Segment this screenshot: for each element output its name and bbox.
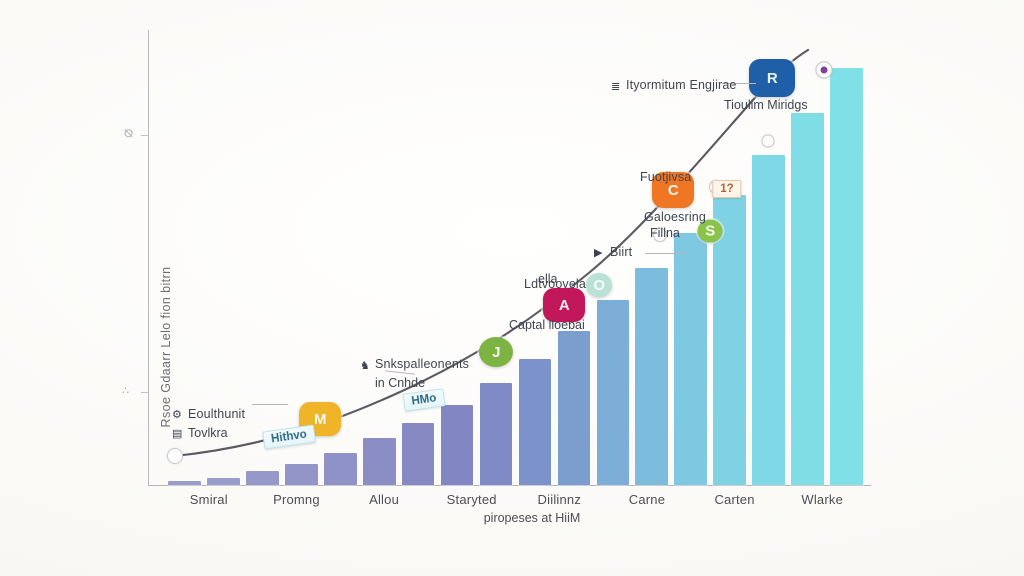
curve-node-mid-3[interactable]	[653, 228, 667, 242]
bar[interactable]	[752, 154, 785, 485]
curve-node-end-dot	[820, 66, 828, 74]
annotation-2-sublabel: in Cnhde	[375, 376, 426, 390]
x-axis-tick-label: Promng	[273, 492, 320, 507]
badge-green-icon[interactable]: J	[479, 337, 513, 367]
x-axis-line	[148, 485, 871, 486]
chess-knight-icon: ♞	[360, 360, 370, 372]
leader-line-2	[385, 370, 415, 375]
annotation-7-sublabel: Tioulim Miridgs	[724, 98, 808, 112]
annotation-3-sublabel: Captal lloebai	[509, 318, 585, 332]
x-axis-tick-label: Diilinnz	[537, 492, 582, 507]
x-axis-tick-label: Staryted	[446, 492, 497, 507]
badge-letter: S	[705, 222, 715, 240]
bar[interactable]	[362, 438, 396, 485]
annotation-6-label: Fuotjivsa	[640, 170, 692, 184]
bar[interactable]	[518, 359, 552, 485]
bar[interactable]	[557, 330, 591, 485]
badge-blue-icon[interactable]: R	[749, 59, 795, 97]
y-axis-line	[148, 30, 149, 485]
y-axis-tick	[141, 392, 149, 393]
lines-icon: ≣	[611, 81, 621, 93]
bar[interactable]	[635, 268, 669, 485]
y-axis-tick	[141, 135, 149, 136]
x-axis-tick-label: Carne	[628, 492, 666, 507]
y-axis-bottom-glyph: ∴	[122, 385, 129, 397]
bar[interactable]	[246, 471, 279, 485]
badge-letter: O	[593, 276, 605, 294]
x-axis-tick-label: Allou	[369, 492, 400, 507]
annotation-1-label: Eoulthunit	[188, 407, 246, 421]
bar[interactable]	[674, 233, 708, 485]
annotation-4-label: Biirt	[610, 245, 633, 259]
bar[interactable]	[168, 480, 201, 485]
curve-node-mid-5[interactable]	[761, 134, 775, 148]
bar[interactable]	[207, 477, 240, 485]
bar[interactable]	[284, 463, 318, 485]
y-axis-label-container: Rsoe Gdaarr Lelo fion bitrn	[118, 120, 173, 450]
annotation-4-sublabel: ella	[538, 272, 558, 286]
bar[interactable]	[791, 112, 824, 485]
badge-letter: A	[558, 296, 570, 314]
x-axis-tick-label: Wlarke	[801, 492, 844, 507]
stack-icon: ▤	[172, 428, 183, 440]
play-icon: ▶	[594, 247, 603, 259]
annotation-7-label: Ityormitum Engjirae	[626, 78, 737, 92]
curve-node-start[interactable]	[167, 448, 183, 464]
annotation-1-sublabel: Tovlkra	[188, 426, 228, 440]
badge-letter: M	[314, 410, 327, 428]
leader-line-1	[252, 404, 288, 405]
bar[interactable]	[596, 299, 630, 485]
x-axis-tick-label: Smiral	[189, 492, 228, 507]
y-axis-label: Rsoe Gdaarr Lelo fion bitrn	[159, 266, 173, 428]
x-axis-label: piropeses at HiiM	[483, 511, 581, 525]
badge-crimson-icon[interactable]: A	[543, 288, 585, 322]
badge-orange-icon[interactable]: C	[652, 172, 694, 208]
bar[interactable]	[479, 383, 513, 485]
x-axis-tick-label: Carten	[714, 492, 755, 507]
bar[interactable]	[830, 68, 863, 485]
badge-letter: J	[492, 343, 500, 361]
annotation-5-sublabel: Fillna	[650, 226, 680, 240]
curve-chip-1[interactable]: Hithvo	[262, 424, 316, 450]
badge-letter: C	[667, 181, 679, 199]
bar[interactable]	[323, 453, 357, 485]
curve-chip-3[interactable]: 1?	[712, 180, 742, 198]
leader-line-4	[645, 253, 685, 254]
badge-letter: R	[766, 69, 778, 87]
annotation-2-label: Snkspalleonents	[375, 357, 469, 371]
annotation-5-label: Galoesring	[644, 210, 706, 224]
badge-mint-icon[interactable]: O	[586, 273, 612, 297]
curve-chip-2[interactable]: HMo	[402, 388, 446, 412]
y-axis-top-glyph: ⦰	[124, 128, 133, 140]
leader-line-7	[722, 83, 756, 84]
bar[interactable]	[401, 422, 435, 485]
bar[interactable]	[440, 404, 474, 485]
gear-icon: ⚙	[172, 409, 182, 421]
badge-olive-icon[interactable]: S	[697, 219, 723, 243]
annotation-3-label: Ldtvoovela	[524, 277, 586, 291]
